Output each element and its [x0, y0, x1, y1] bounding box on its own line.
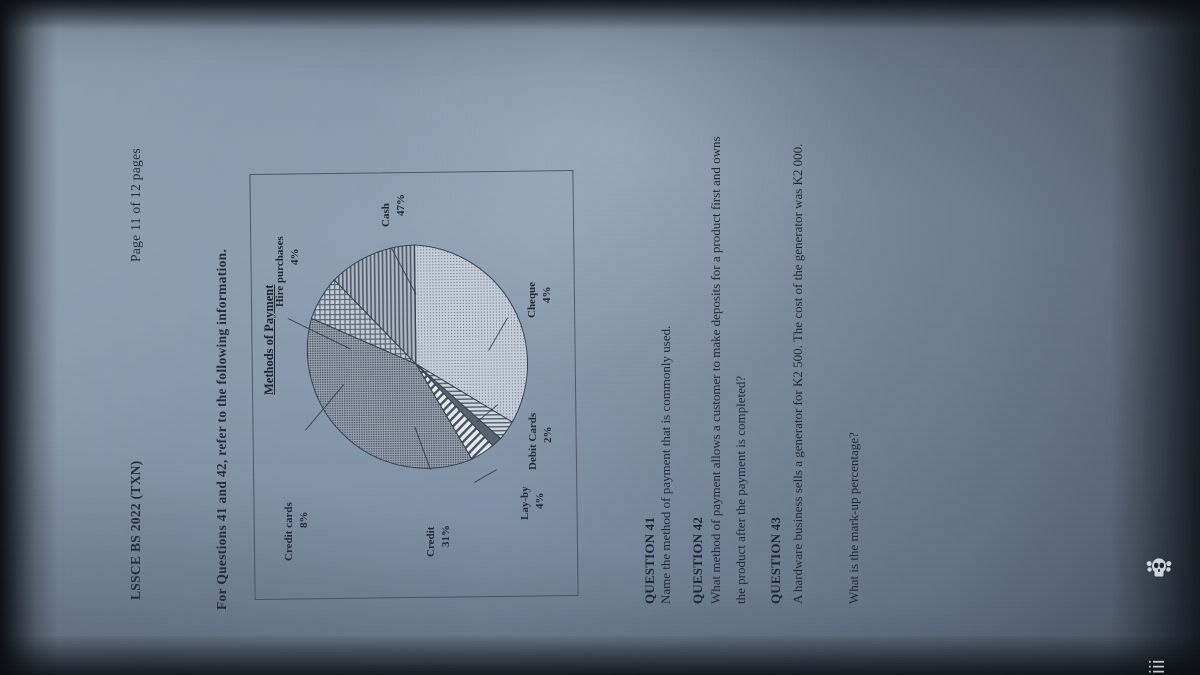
- vignette-top: [0, 0, 1200, 30]
- pie-label-credit-name: Credit: [425, 526, 437, 557]
- skull-icon: [1146, 555, 1172, 581]
- question-42-line-1: What method of payment allows a customer…: [708, 136, 723, 604]
- pie-label-hire-purchases-value: 4%: [289, 248, 301, 266]
- watermark-text: Roxiii: [1147, 659, 1170, 675]
- question-43-line-1: A hardware business sells a generator fo…: [790, 143, 805, 604]
- vignette-bottom: [0, 635, 1200, 675]
- pie-label-lay-by-value: 4%: [534, 492, 546, 510]
- question-43-line-2: What is the mark-up percentage?: [846, 432, 861, 604]
- pie-label-cheque-value: 4%: [541, 286, 553, 304]
- pie-label-cheque-name: Cheque: [526, 281, 538, 318]
- pie-chart: [295, 243, 537, 485]
- pie-label-debit-cards-name: Debit Cards: [527, 412, 539, 470]
- question-42-line-2: the product after the payment is complet…: [733, 375, 748, 604]
- question-41-line-1: Name the method of payment that is commo…: [658, 325, 673, 604]
- pie-label-debit-cards-value: 2%: [542, 426, 554, 444]
- page-header-left: LSSCE BS 2022 (TXN): [128, 460, 143, 600]
- question-43-heading: QUESTION 43: [768, 516, 783, 604]
- pie-label-credit-value: 31%: [440, 525, 452, 547]
- vignette-left: [0, 0, 58, 675]
- pie-label-cash-value: 47%: [395, 194, 407, 216]
- question-41-heading: QUESTION 41: [642, 516, 657, 604]
- pie-label-lay-by-name: Lay-by: [519, 486, 531, 520]
- pie-label-credit-cards-value: 8%: [298, 511, 310, 529]
- pie-label-cash-name: Cash: [380, 203, 392, 227]
- question-42-heading: QUESTION 42: [690, 516, 705, 604]
- page-header-right: Page 11 of 12 pages: [128, 148, 143, 262]
- pie-label-hire-purchases-name: Hire purchases: [274, 236, 286, 307]
- instruction-line: For Questions 41 and 42, refer to the fo…: [214, 248, 229, 610]
- pie-label-credit-cards-name: Credit cards: [283, 502, 295, 561]
